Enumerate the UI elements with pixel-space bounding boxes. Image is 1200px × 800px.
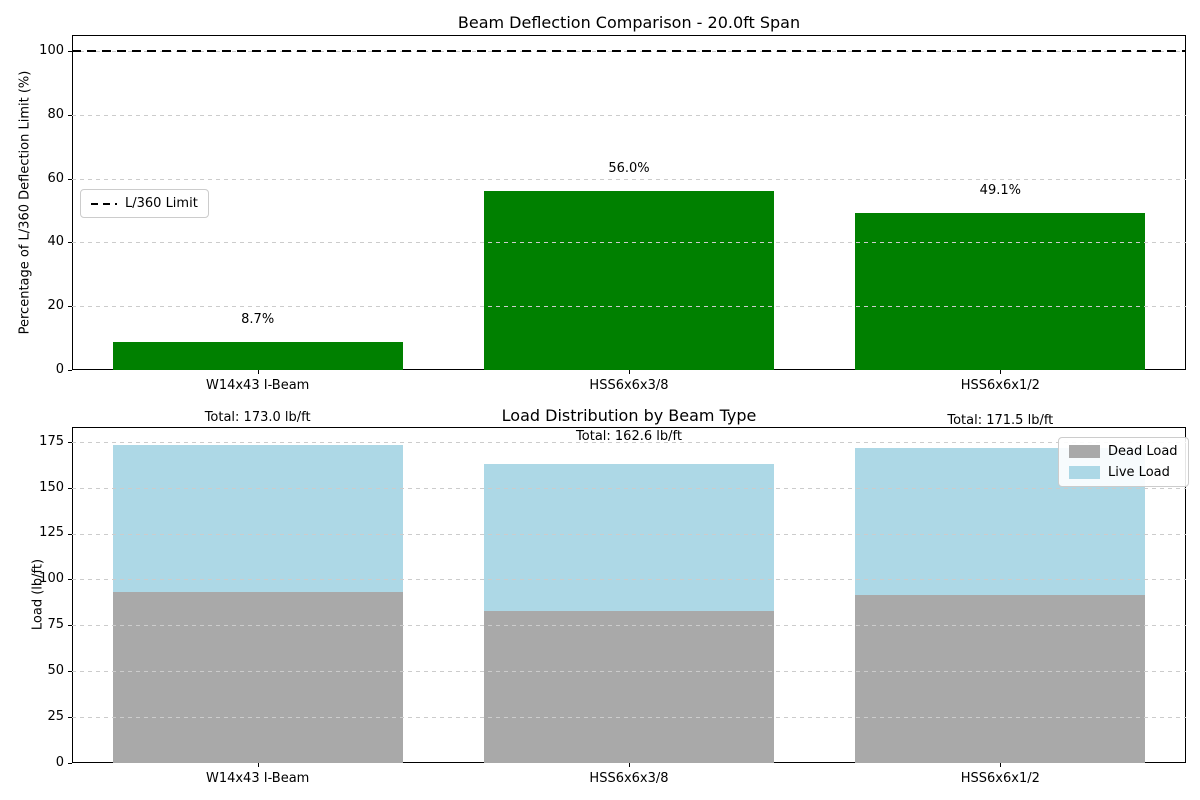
top-chart-y-axis-label: Percentage of L/360 Deflection Limit (%) xyxy=(17,70,33,335)
y-tick-label: 150 xyxy=(39,479,64,495)
x-tick-label: HSS6x6x1/2 xyxy=(960,378,1040,393)
y-tick-mark xyxy=(68,487,72,489)
dead-load-bar-segment xyxy=(112,592,403,763)
bottom-chart-y-axis-label: Load (lb/ft) xyxy=(30,558,46,631)
y-tick-mark xyxy=(68,717,72,719)
gridline xyxy=(72,114,1186,116)
y-tick-label: 125 xyxy=(39,525,64,541)
legend-entry: Dead Load xyxy=(1069,443,1178,460)
bar-value-label: 56.0% xyxy=(608,161,650,177)
dead-load-swatch xyxy=(1069,445,1100,458)
x-tick-label: W14x43 I-Beam xyxy=(205,378,310,393)
y-tick-label: 100 xyxy=(39,42,64,58)
gridline xyxy=(72,242,1186,244)
gridline xyxy=(72,441,1186,443)
y-tick-label: 175 xyxy=(39,433,64,449)
y-tick-mark xyxy=(68,51,72,52)
y-tick-label: 0 xyxy=(55,362,64,377)
bottom-chart-title: Load Distribution by Beam Type xyxy=(501,406,757,425)
y-tick-mark xyxy=(68,114,72,116)
gridline xyxy=(72,625,1186,627)
x-tick-label: HSS6x6x3/8 xyxy=(589,378,669,393)
gridline xyxy=(72,487,1186,489)
legend-entry: Live Load xyxy=(1069,464,1178,481)
bar-value-label: 8.7% xyxy=(241,312,275,328)
legend-label: L/360 Limit xyxy=(125,196,198,211)
legend-entry: L/360 Limit xyxy=(91,195,198,212)
live-load-bar-segment xyxy=(112,445,403,593)
y-tick-mark xyxy=(68,625,72,627)
live-load-swatch xyxy=(1069,466,1100,479)
total-label: Total: 162.6 lb/ft xyxy=(576,429,682,445)
gridline xyxy=(72,178,1186,180)
y-tick-mark xyxy=(68,579,72,581)
gridline xyxy=(72,533,1186,535)
dead-load-bar-segment xyxy=(484,611,774,763)
gridline xyxy=(72,717,1186,719)
legend-label: Live Load xyxy=(1108,465,1170,480)
x-tick-mark xyxy=(257,370,259,374)
total-label: Total: 171.5 lb/ft xyxy=(947,413,1054,429)
y-tick-label: 0 xyxy=(55,755,64,770)
top-chart-legend: L/360 Limit xyxy=(80,189,209,218)
gridline xyxy=(72,671,1186,673)
x-tick-mark xyxy=(1000,763,1002,767)
y-tick-label: 40 xyxy=(47,234,64,250)
x-tick-label: HSS6x6x1/2 xyxy=(960,771,1040,786)
y-tick-label: 20 xyxy=(47,298,64,314)
gridline xyxy=(72,579,1186,581)
l360-limit-line xyxy=(72,49,1186,52)
y-tick-mark xyxy=(68,306,72,308)
dead-load-bar-segment xyxy=(855,595,1146,763)
deflection-bar xyxy=(855,213,1146,370)
y-tick-label: 80 xyxy=(47,106,64,122)
x-tick-mark xyxy=(257,763,259,767)
deflection-bar xyxy=(484,191,774,370)
gridline xyxy=(72,306,1186,308)
x-tick-mark xyxy=(629,370,630,374)
x-tick-label: HSS6x6x3/8 xyxy=(589,771,669,786)
y-tick-mark xyxy=(68,370,72,371)
y-tick-label: 100 xyxy=(39,571,64,587)
y-tick-label: 50 xyxy=(47,663,64,679)
top-chart-title: Beam Deflection Comparison - 20.0ft Span xyxy=(457,13,801,32)
deflection-bar xyxy=(112,342,403,370)
x-tick-mark xyxy=(1000,370,1002,374)
y-tick-mark xyxy=(68,441,72,443)
dashed-line-marker xyxy=(91,202,117,205)
x-tick-mark xyxy=(629,763,630,767)
y-tick-mark xyxy=(68,178,72,180)
y-tick-label: 60 xyxy=(47,170,64,186)
x-tick-label: W14x43 I-Beam xyxy=(205,771,310,786)
y-tick-mark xyxy=(68,671,72,673)
total-label: Total: 173.0 lb/ft xyxy=(204,410,311,426)
y-tick-label: 75 xyxy=(47,617,64,633)
y-tick-mark xyxy=(68,533,72,535)
y-tick-mark xyxy=(68,763,72,764)
live-load-bar-segment xyxy=(484,464,774,612)
bar-value-label: 49.1% xyxy=(979,183,1021,199)
y-tick-label: 25 xyxy=(47,709,64,725)
legend-label: Dead Load xyxy=(1108,444,1178,459)
bottom-chart-legend: Dead Load Live Load xyxy=(1058,437,1189,487)
y-tick-mark xyxy=(68,242,72,244)
